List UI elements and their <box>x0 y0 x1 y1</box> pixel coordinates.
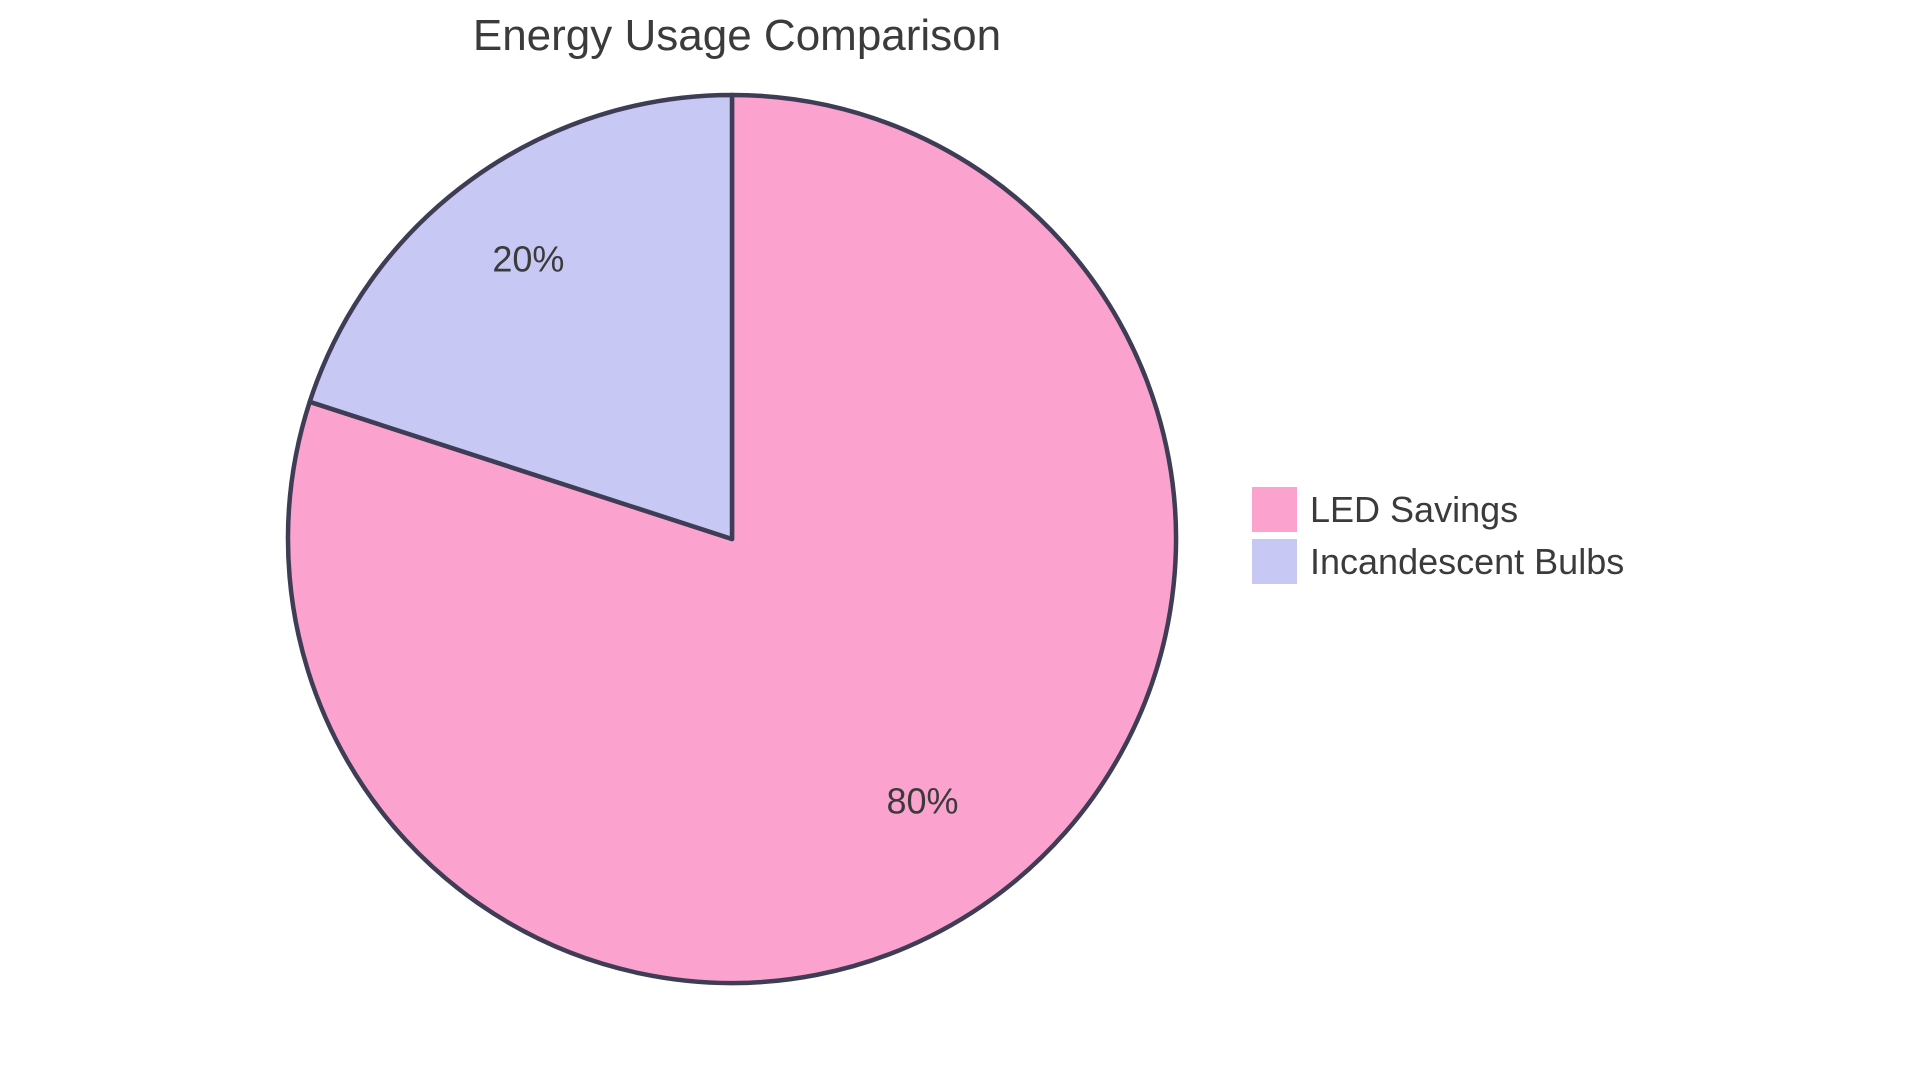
chart-title: Energy Usage Comparison <box>472 11 1002 60</box>
slice-label: 80% <box>886 781 958 822</box>
legend-label: LED Savings <box>1310 488 1519 530</box>
legend: LED Savings Incandescent Bulbs <box>1252 487 1624 591</box>
legend-label: Incandescent Bulbs <box>1310 540 1625 582</box>
legend-item: Incandescent Bulbs <box>1252 539 1624 584</box>
legend-swatch-led-savings <box>1252 487 1297 532</box>
legend-swatch-incandescent-bulbs <box>1252 539 1297 584</box>
legend-item: LED Savings <box>1252 487 1624 532</box>
pie-slice-incandescent-bulbs <box>307 92 735 542</box>
slice-label: 20% <box>492 238 564 279</box>
